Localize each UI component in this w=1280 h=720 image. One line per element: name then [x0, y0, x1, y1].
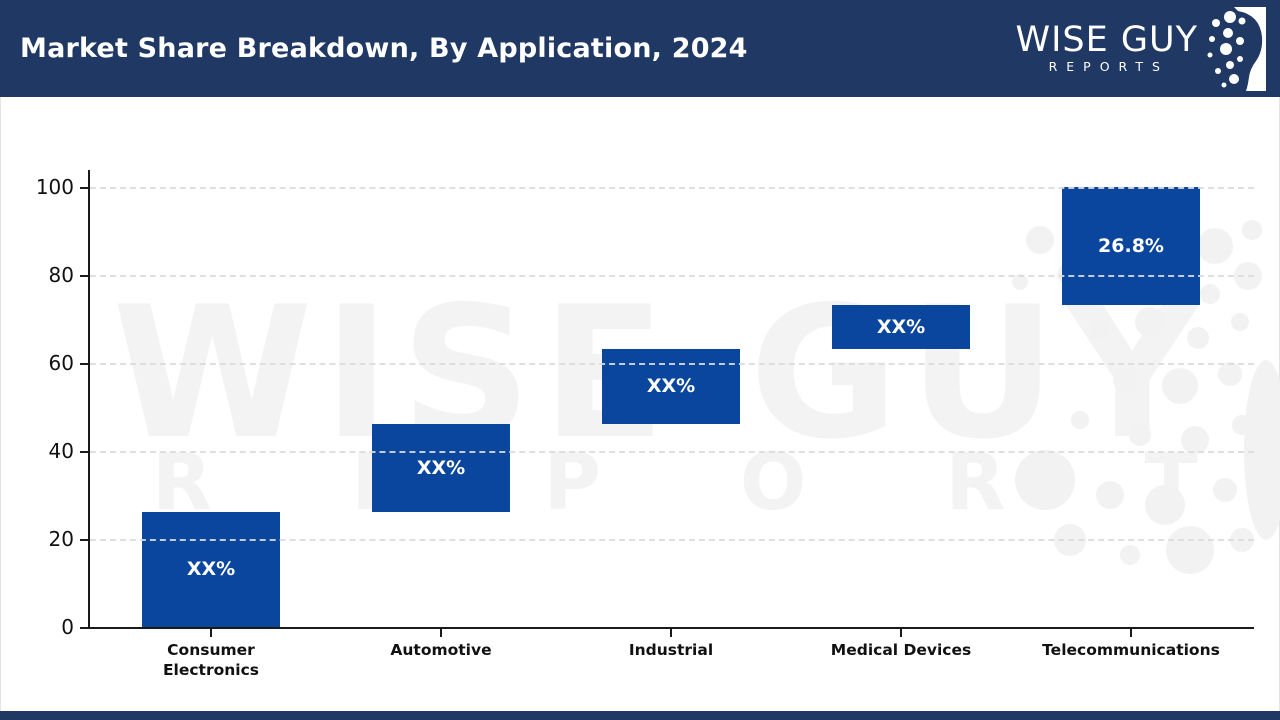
logo-face-icon — [1207, 6, 1266, 91]
logo: WISE GUY REPORTS — [1015, 6, 1280, 91]
bar-value-label: XX% — [876, 315, 926, 338]
bar-value-label: XX% — [646, 375, 696, 398]
bar-value-label: XX% — [186, 558, 236, 581]
gridline-80 — [90, 275, 1254, 277]
y-tick — [80, 627, 88, 629]
y-tick-label-80: 80 — [48, 263, 74, 287]
y-tick-label-100: 100 — [35, 175, 74, 199]
y-tick — [80, 539, 88, 541]
x-tick — [900, 629, 902, 637]
footer-bar — [0, 711, 1280, 720]
bar-value-label: XX% — [416, 456, 466, 479]
bar-consumer-electronics — [142, 511, 280, 627]
category-label-telecommunications: Telecommunications — [1042, 641, 1220, 659]
header-bar: Market Share Breakdown, By Application, … — [0, 0, 1280, 97]
y-tick-label-20: 20 — [48, 527, 74, 551]
gridline-60 — [90, 363, 1254, 365]
category-label-automotive: Automotive — [390, 641, 492, 659]
x-tick — [1130, 629, 1132, 637]
y-tick — [80, 363, 88, 365]
y-tick — [80, 275, 88, 277]
y-tick-label-0: 0 — [61, 615, 74, 639]
page-title: Market Share Breakdown, By Application, … — [20, 33, 748, 64]
y-tick — [80, 187, 88, 189]
y-tick-label-60: 60 — [48, 351, 74, 375]
category-label-consumer-electronics: Consumer Electronics — [162, 641, 260, 679]
bar-automotive — [372, 423, 510, 512]
bar-medical-devices — [832, 304, 970, 349]
bar-industrial — [602, 348, 740, 424]
gridline-20 — [90, 539, 1254, 541]
logo-wiseguy-text: WISE GUY — [1015, 20, 1198, 61]
category-label-medical-devices: Medical Devices — [830, 641, 972, 659]
y-tick-label-40: 40 — [48, 439, 74, 463]
x-tick — [670, 629, 672, 637]
bar-telecommunications — [1062, 187, 1200, 305]
logo-wordmark: WISE GUY REPORTS — [1015, 23, 1198, 74]
gridline-40 — [90, 451, 1254, 453]
x-axis-line — [88, 627, 1254, 629]
y-tick — [80, 451, 88, 453]
x-tick — [210, 629, 212, 637]
category-label-industrial: Industrial — [628, 641, 714, 659]
logo-reports-text: REPORTS — [1048, 59, 1169, 75]
y-axis-line — [88, 170, 90, 629]
bar-value-label: 26.8% — [1098, 234, 1164, 257]
gridline-100 — [90, 187, 1254, 189]
x-tick — [440, 629, 442, 637]
